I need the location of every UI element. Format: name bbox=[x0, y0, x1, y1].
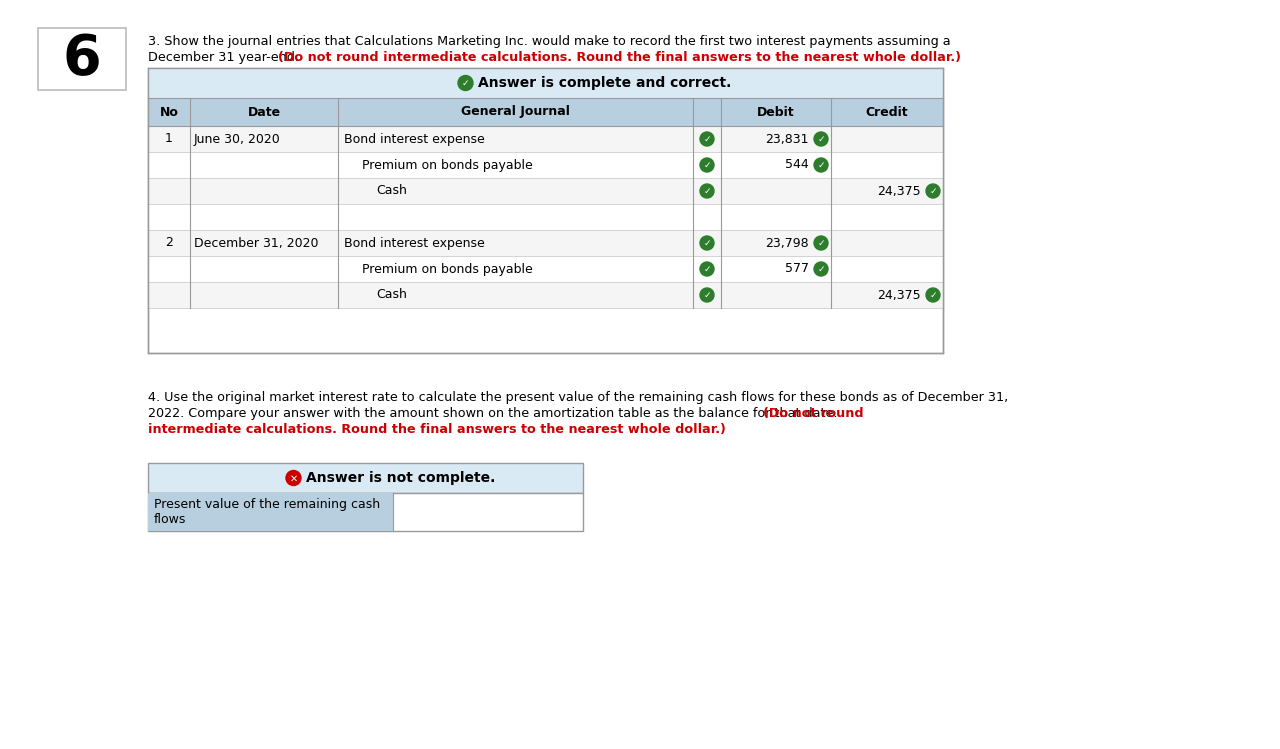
Circle shape bbox=[814, 132, 828, 146]
Text: Cash: Cash bbox=[376, 184, 407, 198]
Text: Premium on bonds payable: Premium on bonds payable bbox=[362, 159, 532, 172]
Circle shape bbox=[458, 76, 474, 91]
Circle shape bbox=[814, 158, 828, 172]
Bar bbox=[148, 126, 943, 152]
Text: ✕: ✕ bbox=[289, 473, 297, 484]
Text: (Do not round: (Do not round bbox=[763, 407, 864, 420]
Text: Date: Date bbox=[247, 106, 280, 118]
Circle shape bbox=[700, 184, 714, 198]
Bar bbox=[148, 230, 943, 256]
Text: ✓: ✓ bbox=[817, 239, 824, 248]
Bar bbox=[148, 256, 943, 282]
Text: ✓: ✓ bbox=[703, 135, 710, 144]
Text: Answer is not complete.: Answer is not complete. bbox=[306, 471, 495, 485]
Bar bbox=[148, 68, 943, 98]
Text: ✓: ✓ bbox=[929, 291, 937, 300]
Text: 544: 544 bbox=[785, 159, 809, 172]
Circle shape bbox=[814, 236, 828, 250]
Text: ✓: ✓ bbox=[703, 161, 710, 170]
Bar bbox=[148, 178, 943, 204]
Circle shape bbox=[814, 262, 828, 276]
Text: 1: 1 bbox=[165, 133, 173, 145]
Circle shape bbox=[700, 158, 714, 172]
Text: December 31, 2020: December 31, 2020 bbox=[195, 237, 319, 249]
Text: Bond interest expense: Bond interest expense bbox=[344, 237, 485, 249]
Bar bbox=[148, 68, 943, 353]
Text: Bond interest expense: Bond interest expense bbox=[344, 133, 485, 145]
Bar bbox=[148, 463, 582, 493]
Circle shape bbox=[925, 184, 940, 198]
Text: ✓: ✓ bbox=[462, 79, 470, 88]
Text: General Journal: General Journal bbox=[461, 106, 570, 118]
Text: ✓: ✓ bbox=[703, 265, 710, 274]
Text: No: No bbox=[160, 106, 178, 118]
Text: 24,375: 24,375 bbox=[877, 184, 922, 198]
Bar bbox=[148, 98, 943, 126]
Text: 3. Show the journal entries that Calculations Marketing Inc. would make to recor: 3. Show the journal entries that Calcula… bbox=[148, 35, 951, 48]
Text: 23,831: 23,831 bbox=[765, 133, 809, 145]
Circle shape bbox=[700, 262, 714, 276]
Text: ✓: ✓ bbox=[703, 187, 710, 196]
Bar bbox=[38, 28, 125, 90]
Bar bbox=[148, 152, 943, 178]
Text: ✓: ✓ bbox=[929, 187, 937, 196]
Text: intermediate calculations. Round the final answers to the nearest whole dollar.): intermediate calculations. Round the fin… bbox=[148, 423, 726, 436]
Text: Answer is complete and correct.: Answer is complete and correct. bbox=[479, 76, 732, 90]
Text: ✓: ✓ bbox=[703, 291, 710, 300]
Text: (Do not round intermediate calculations. Round the final answers to the nearest : (Do not round intermediate calculations.… bbox=[278, 51, 961, 64]
Text: ✓: ✓ bbox=[817, 265, 824, 274]
Text: Present value of the remaining cash
flows: Present value of the remaining cash flow… bbox=[154, 498, 380, 526]
Bar bbox=[148, 493, 393, 531]
Text: 24,375: 24,375 bbox=[877, 288, 922, 302]
Text: 577: 577 bbox=[785, 262, 809, 276]
Text: 2022. Compare your answer with the amount shown on the amortization table as the: 2022. Compare your answer with the amoun… bbox=[148, 407, 841, 420]
Bar bbox=[148, 204, 943, 230]
Text: 23,798: 23,798 bbox=[765, 237, 809, 249]
Text: Debit: Debit bbox=[758, 106, 795, 118]
Text: 2: 2 bbox=[165, 237, 173, 249]
Text: June 30, 2020: June 30, 2020 bbox=[195, 133, 280, 145]
Text: ✓: ✓ bbox=[817, 161, 824, 170]
Text: 4. Use the original market interest rate to calculate the present value of the r: 4. Use the original market interest rate… bbox=[148, 391, 1009, 404]
Circle shape bbox=[925, 288, 940, 302]
Text: Premium on bonds payable: Premium on bonds payable bbox=[362, 262, 532, 276]
Bar bbox=[148, 493, 582, 531]
Circle shape bbox=[700, 132, 714, 146]
Text: Credit: Credit bbox=[865, 106, 909, 118]
Bar bbox=[148, 282, 943, 308]
Text: 6: 6 bbox=[63, 32, 101, 86]
Text: December 31 year-end.: December 31 year-end. bbox=[148, 51, 303, 64]
Circle shape bbox=[700, 236, 714, 250]
Text: Cash: Cash bbox=[376, 288, 407, 302]
Circle shape bbox=[700, 288, 714, 302]
Circle shape bbox=[285, 470, 301, 485]
Text: ✓: ✓ bbox=[817, 135, 824, 144]
Text: ✓: ✓ bbox=[703, 239, 710, 248]
